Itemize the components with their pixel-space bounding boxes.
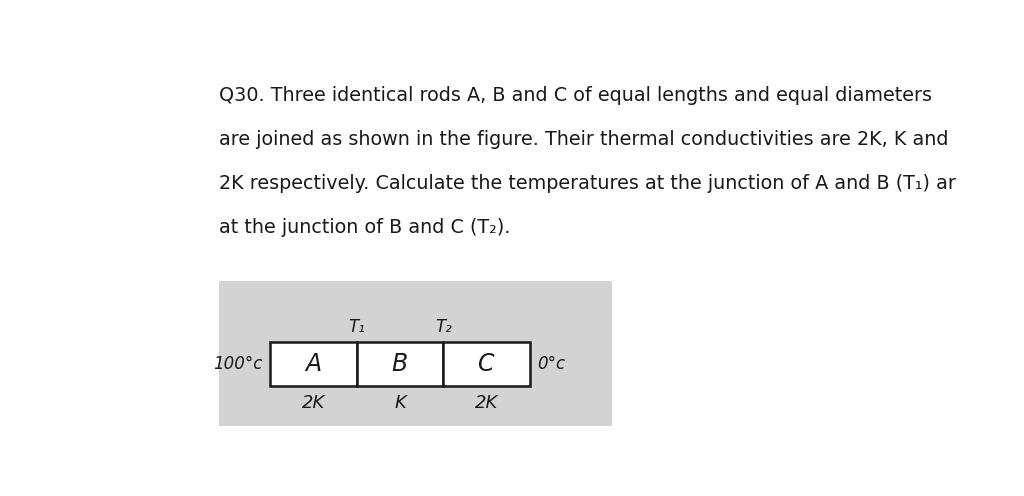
Text: T₂: T₂ [435,318,452,336]
Text: T₁: T₁ [348,318,366,336]
Bar [356,342,443,385]
Text: 0°c: 0°c [538,355,565,373]
Text: 2K respectively. Calculate the temperatures at the junction of A and B (T₁) ar: 2K respectively. Calculate the temperatu… [219,174,956,193]
Text: B: B [392,352,409,376]
Text: K: K [394,394,406,412]
Text: Q30. Three identical rods A, B and C of equal lengths and equal diameters: Q30. Three identical rods A, B and C of … [219,86,932,105]
Text: 2K: 2K [302,394,326,412]
Bar [270,342,356,385]
Text: C: C [478,352,495,376]
Bar [219,281,612,426]
Text: are joined as shown in the figure. Their thermal conductivities are 2K, K and: are joined as shown in the figure. Their… [219,130,949,149]
Text: A: A [305,352,322,376]
Text: at the junction of B and C (T₂).: at the junction of B and C (T₂). [219,218,511,237]
Text: 100°c: 100°c [213,355,262,373]
Bar [443,342,529,385]
Text: 2K: 2K [475,394,498,412]
